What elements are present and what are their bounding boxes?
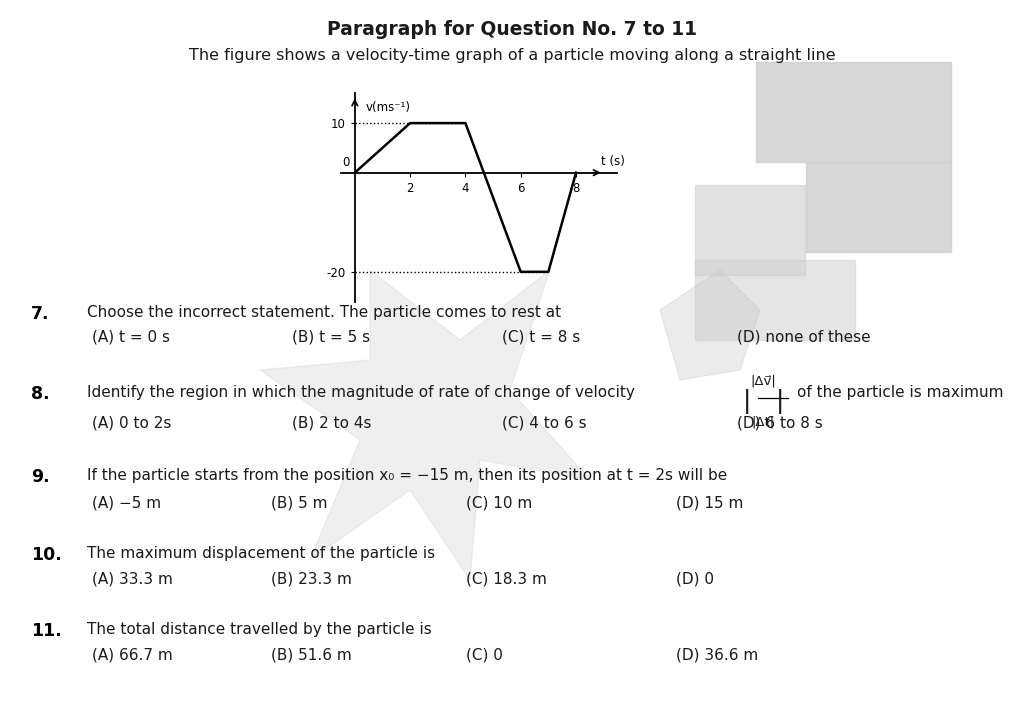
Text: Choose the incorrect statement. The particle comes to rest at: Choose the incorrect statement. The part…: [87, 305, 561, 320]
Text: (B) 2 to 4s: (B) 2 to 4s: [292, 415, 372, 430]
Text: The total distance travelled by the particle is: The total distance travelled by the part…: [87, 622, 432, 637]
Text: (C) 18.3 m: (C) 18.3 m: [466, 572, 547, 587]
Text: 9.: 9.: [31, 468, 49, 486]
Text: (B) 5 m: (B) 5 m: [271, 495, 328, 510]
Text: (B) 51.6 m: (B) 51.6 m: [271, 648, 352, 663]
Text: (A) −5 m: (A) −5 m: [92, 495, 162, 510]
Bar: [806, 162, 951, 252]
Text: (C) t = 8 s: (C) t = 8 s: [502, 330, 580, 345]
Text: |: |: [776, 388, 784, 414]
Text: (A) t = 0 s: (A) t = 0 s: [92, 330, 170, 345]
Text: |: |: [743, 388, 752, 414]
Text: (B) 23.3 m: (B) 23.3 m: [271, 572, 352, 587]
Text: 0: 0: [342, 156, 349, 169]
Text: (A) 66.7 m: (A) 66.7 m: [92, 648, 173, 663]
Text: 10.: 10.: [31, 546, 61, 564]
Bar: [695, 260, 855, 340]
Text: (D) none of these: (D) none of these: [737, 330, 870, 345]
Text: The figure shows a velocity-time graph of a particle moving along a straight lin: The figure shows a velocity-time graph o…: [188, 48, 836, 63]
Text: (A) 0 to 2s: (A) 0 to 2s: [92, 415, 172, 430]
Bar: [756, 62, 951, 162]
Text: 7.: 7.: [31, 305, 49, 323]
Polygon shape: [260, 270, 590, 580]
Text: The maximum displacement of the particle is: The maximum displacement of the particle…: [87, 546, 435, 561]
Text: If the particle starts from the position x₀ = −15 m, then its position at t = 2s: If the particle starts from the position…: [87, 468, 727, 483]
Text: (D) 15 m: (D) 15 m: [676, 495, 743, 510]
Polygon shape: [660, 270, 760, 380]
Text: (C) 0: (C) 0: [466, 648, 503, 663]
Text: (D) 36.6 m: (D) 36.6 m: [676, 648, 758, 663]
Text: (C) 10 m: (C) 10 m: [466, 495, 532, 510]
Text: Identify the region in which the magnitude of rate of change of velocity: Identify the region in which the magnitu…: [87, 385, 635, 400]
Text: t (s): t (s): [601, 155, 625, 168]
Text: |Δv⃗|: |Δv⃗|: [750, 375, 776, 388]
Text: (B) t = 5 s: (B) t = 5 s: [292, 330, 370, 345]
Text: Paragraph for Question No. 7 to 11: Paragraph for Question No. 7 to 11: [327, 20, 697, 39]
Text: (A) 33.3 m: (A) 33.3 m: [92, 572, 173, 587]
Text: |Δt|: |Δt|: [752, 415, 774, 428]
Text: (D) 0: (D) 0: [676, 572, 714, 587]
Bar: [695, 185, 805, 275]
Text: (D) 6 to 8 s: (D) 6 to 8 s: [737, 415, 823, 430]
Text: (C) 4 to 6 s: (C) 4 to 6 s: [502, 415, 587, 430]
Text: 8.: 8.: [31, 385, 49, 403]
Text: 11.: 11.: [31, 622, 61, 640]
Text: v(ms⁻¹): v(ms⁻¹): [366, 101, 411, 113]
Text: of the particle is maximum: of the particle is maximum: [797, 385, 1004, 400]
